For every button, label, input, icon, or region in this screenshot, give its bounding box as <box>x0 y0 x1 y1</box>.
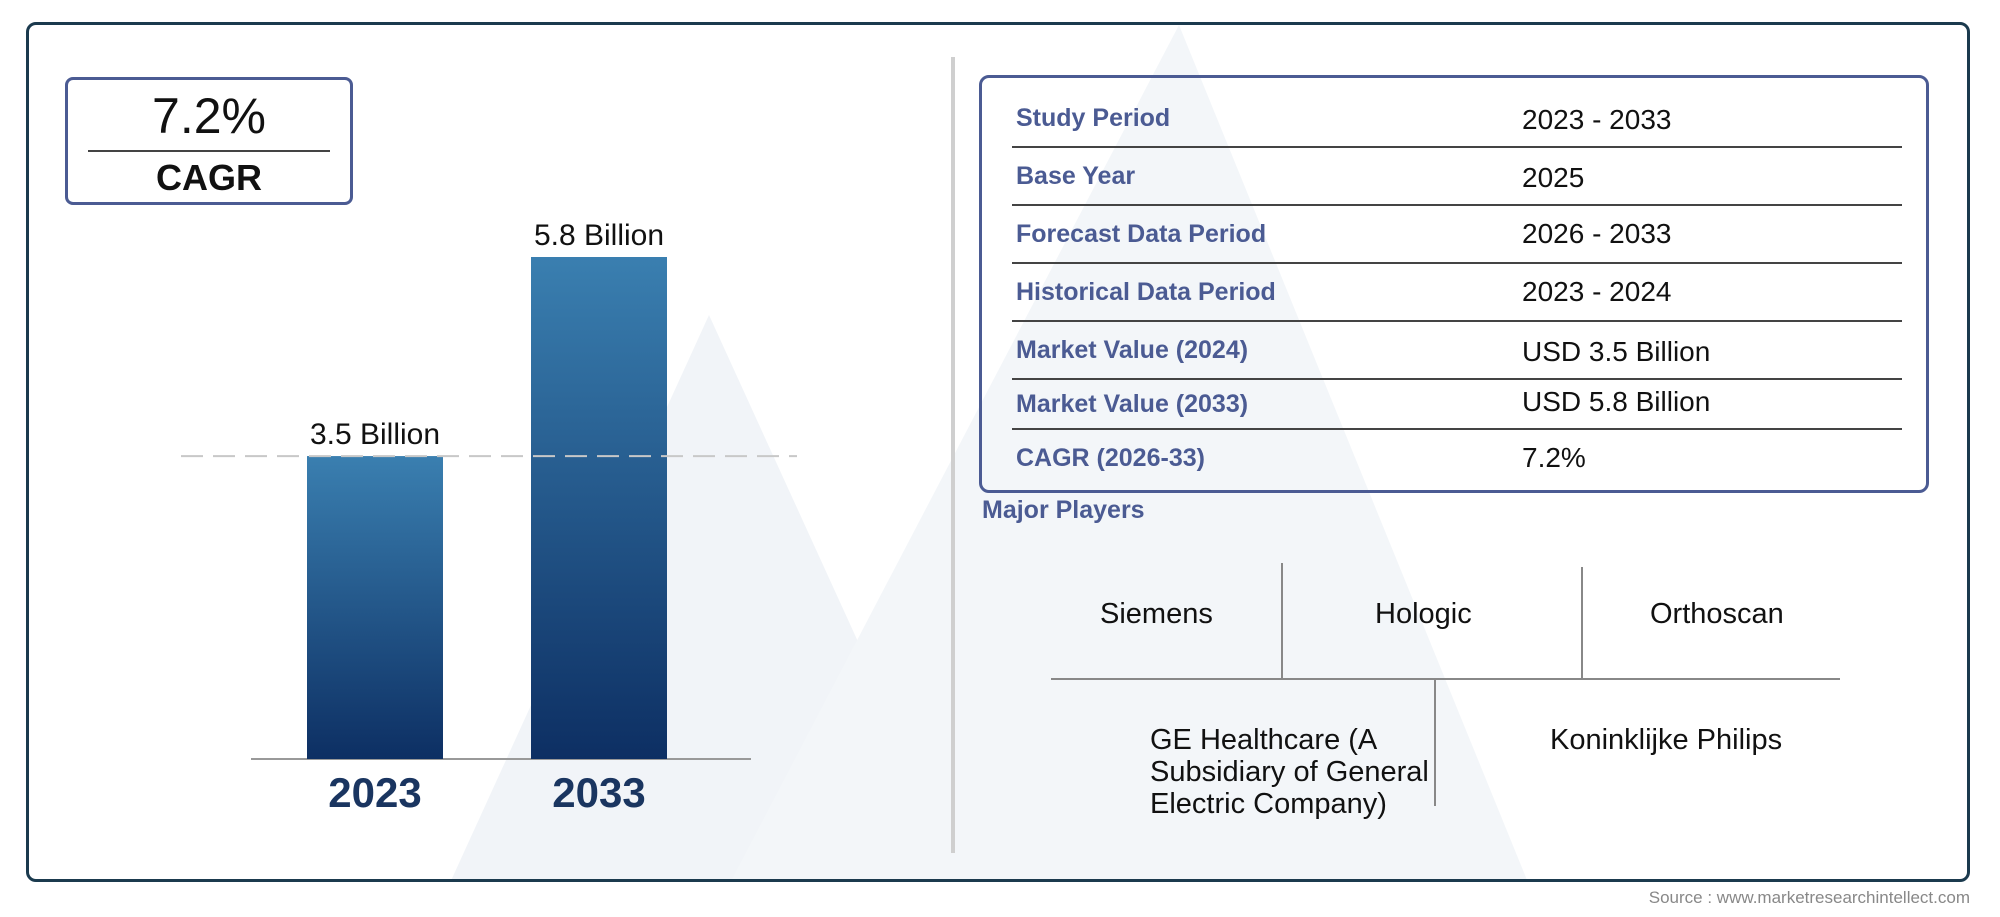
cagr-divider <box>88 150 330 152</box>
cagr-label: CAGR <box>156 157 262 198</box>
player-divider <box>1281 563 1283 678</box>
player-row-divider <box>1051 678 1840 680</box>
row-value: 7.2% <box>1522 442 1586 473</box>
data-label-2023: 3.5 Billion <box>310 418 440 451</box>
data-label-2033: 5.8 Billion <box>534 219 664 252</box>
player-divider <box>1434 680 1436 806</box>
table-row: Study Period 2023 - 2033 <box>1012 90 1902 148</box>
table-row: Forecast Data Period 2026 - 2033 <box>1012 206 1902 264</box>
table-row: Base Year 2025 <box>1012 148 1902 206</box>
row-label: Forecast Data Period <box>1016 220 1267 248</box>
cagr-box: 7.2% CAGR <box>65 77 353 205</box>
bar-chart: 3.5 Billion 2023 5.8 Billion 2033 <box>181 219 797 816</box>
row-value: 2026 - 2033 <box>1522 218 1672 249</box>
player-divider <box>1581 567 1583 678</box>
row-label: Market Value (2033) <box>1016 390 1249 418</box>
player-orthoscan: Orthoscan <box>1650 598 1784 630</box>
table-row: Historical Data Period 2023 - 2024 <box>1012 264 1902 322</box>
row-label: Market Value (2024) <box>1016 336 1249 364</box>
player-hologic: Hologic <box>1375 598 1472 630</box>
x-tick-label-2023: 2023 <box>328 769 421 816</box>
row-label: Historical Data Period <box>1016 278 1276 306</box>
row-value: USD 3.5 Billion <box>1522 336 1711 367</box>
player-siemens: Siemens <box>1100 598 1213 630</box>
row-label: Study Period <box>1016 104 1171 132</box>
player-philips: Koninklijke Philips <box>1550 724 1783 756</box>
bar-2023 <box>307 456 443 759</box>
player-ge-healthcare: GE Healthcare (A Subsidiary of General E… <box>1150 724 1429 820</box>
vertical-divider <box>951 57 955 853</box>
row-label: Base Year <box>1016 162 1136 190</box>
row-value: 2023 - 2024 <box>1522 276 1672 307</box>
row-value: 2025 <box>1522 162 1585 193</box>
market-info-table: Study Period 2023 - 2033 Base Year 2025 … <box>979 75 1929 493</box>
row-value: 2023 - 2033 <box>1522 104 1672 135</box>
x-tick-label-2033: 2033 <box>552 769 645 816</box>
source-credit: Source : www.marketresearchintellect.com <box>1648 888 1970 907</box>
cagr-value: 7.2% <box>152 88 266 144</box>
row-label: CAGR (2026-33) <box>1016 444 1205 472</box>
table-row: CAGR (2026-33) 7.2% <box>1012 430 1902 484</box>
table-row: Market Value (2024) USD 3.5 Billion <box>1012 322 1902 380</box>
major-players-title: Major Players <box>982 496 1145 524</box>
row-value: USD 5.8 Billion <box>1522 386 1711 417</box>
table-row: Market Value (2033) USD 5.8 Billion <box>1012 380 1902 430</box>
bar-2033 <box>531 257 667 759</box>
